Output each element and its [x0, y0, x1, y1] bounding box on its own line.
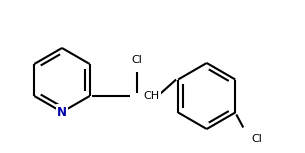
Text: CH: CH [144, 91, 160, 101]
Text: N: N [57, 106, 67, 119]
Text: Cl: Cl [251, 134, 262, 144]
Text: Cl: Cl [131, 55, 142, 65]
